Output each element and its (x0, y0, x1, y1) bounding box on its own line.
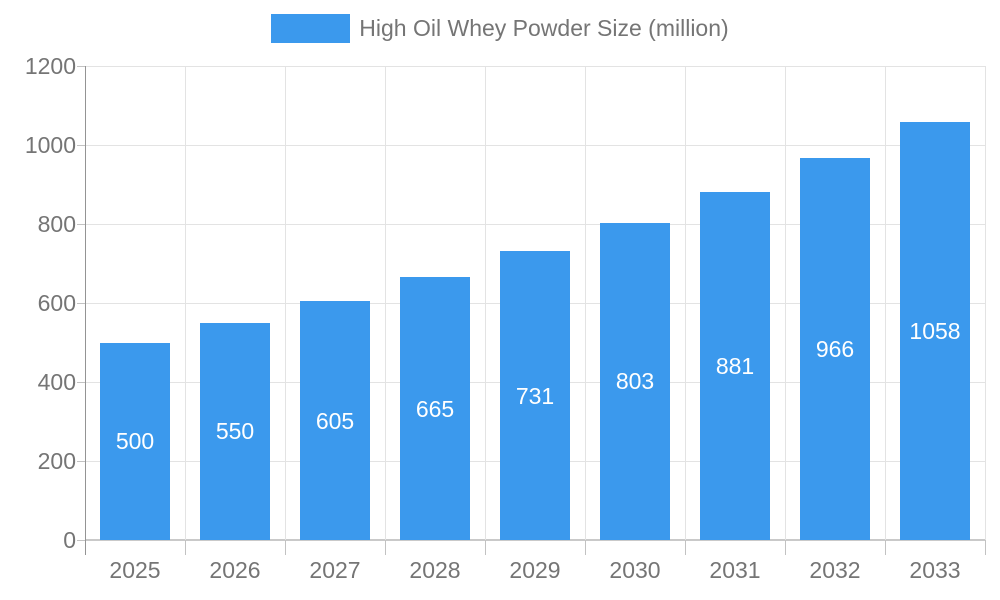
gridline (785, 66, 786, 540)
x-tick (885, 540, 886, 555)
bar-2026[interactable] (200, 322, 270, 540)
bar-2028[interactable] (400, 277, 470, 540)
bar-2027[interactable] (300, 301, 370, 540)
x-axis-label: 2025 (109, 557, 161, 583)
y-axis-label: 600 (37, 290, 76, 316)
x-axis-label: 2033 (909, 557, 961, 583)
x-axis-line (85, 539, 985, 541)
x-axis-label: 2031 (709, 557, 761, 583)
y-tick (77, 66, 85, 67)
y-axis-label: 200 (37, 448, 76, 474)
gridline (85, 66, 985, 67)
x-tick (485, 540, 486, 555)
bar-2033[interactable] (900, 122, 970, 540)
x-tick (685, 540, 686, 555)
y-tick (77, 461, 85, 462)
bar-value-label: 605 (315, 407, 355, 434)
gridline (485, 66, 486, 540)
y-tick (77, 382, 85, 383)
bar-value-label: 500 (115, 428, 155, 455)
bar-value-label: 1058 (909, 318, 961, 345)
x-tick (285, 540, 286, 555)
x-axis-label: 2029 (509, 557, 561, 583)
gridline (985, 66, 986, 540)
y-axis-label: 400 (37, 369, 76, 395)
bar-value-label: 966 (815, 336, 855, 363)
gridline (185, 66, 186, 540)
y-tick (77, 303, 85, 304)
bar-value-label: 881 (715, 353, 755, 379)
x-axis-label: 2030 (609, 557, 661, 583)
x-tick (585, 540, 586, 555)
gridline (85, 145, 985, 146)
x-tick (785, 540, 786, 555)
legend-swatch (271, 14, 351, 43)
gridline (285, 66, 286, 540)
bar-2029[interactable] (500, 251, 570, 540)
gridline (385, 66, 386, 540)
x-axis-label: 2028 (409, 557, 461, 583)
y-tick (77, 145, 85, 146)
gridline (885, 66, 886, 540)
gridline (685, 66, 686, 540)
bar-value-label: 550 (215, 418, 255, 445)
legend-item[interactable]: High Oil Whey Powder Size (million) (0, 14, 1000, 43)
bar-value-label: 803 (615, 368, 655, 395)
bar-2031[interactable] (700, 192, 770, 540)
x-axis-label: 2026 (209, 557, 261, 583)
x-tick (185, 540, 186, 555)
y-tick (77, 224, 85, 225)
x-axis-label: 2027 (309, 557, 361, 583)
y-axis-line (85, 66, 86, 555)
y-axis-label: 800 (37, 211, 76, 237)
bar-2032[interactable] (800, 158, 870, 540)
y-axis-label: 1000 (24, 132, 76, 158)
bar-value-label: 731 (515, 382, 555, 409)
bar-2025[interactable] (100, 342, 170, 540)
y-axis-label: 0 (63, 527, 76, 553)
bar-2030[interactable] (600, 222, 670, 540)
y-axis-label: 1200 (24, 53, 76, 79)
x-tick (985, 540, 986, 555)
legend-label: High Oil Whey Powder Size (million) (359, 15, 729, 41)
gridline (585, 66, 586, 540)
y-tick (77, 540, 85, 541)
bar-value-label: 665 (415, 395, 455, 422)
gridline (85, 224, 985, 225)
x-tick (385, 540, 386, 555)
x-axis-label: 2032 (809, 557, 861, 583)
